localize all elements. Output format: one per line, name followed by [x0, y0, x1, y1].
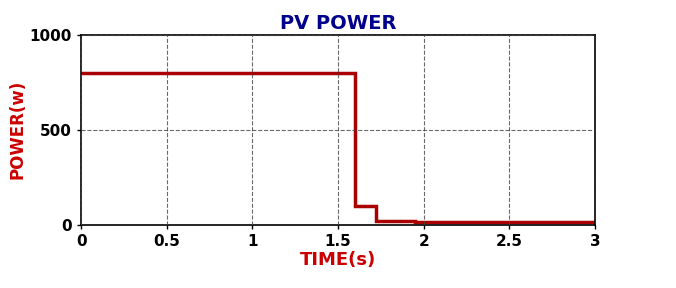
- Y-axis label: POWER(w): POWER(w): [9, 80, 27, 179]
- Title: PV POWER: PV POWER: [280, 14, 396, 33]
- X-axis label: TIME(s): TIME(s): [300, 251, 376, 270]
